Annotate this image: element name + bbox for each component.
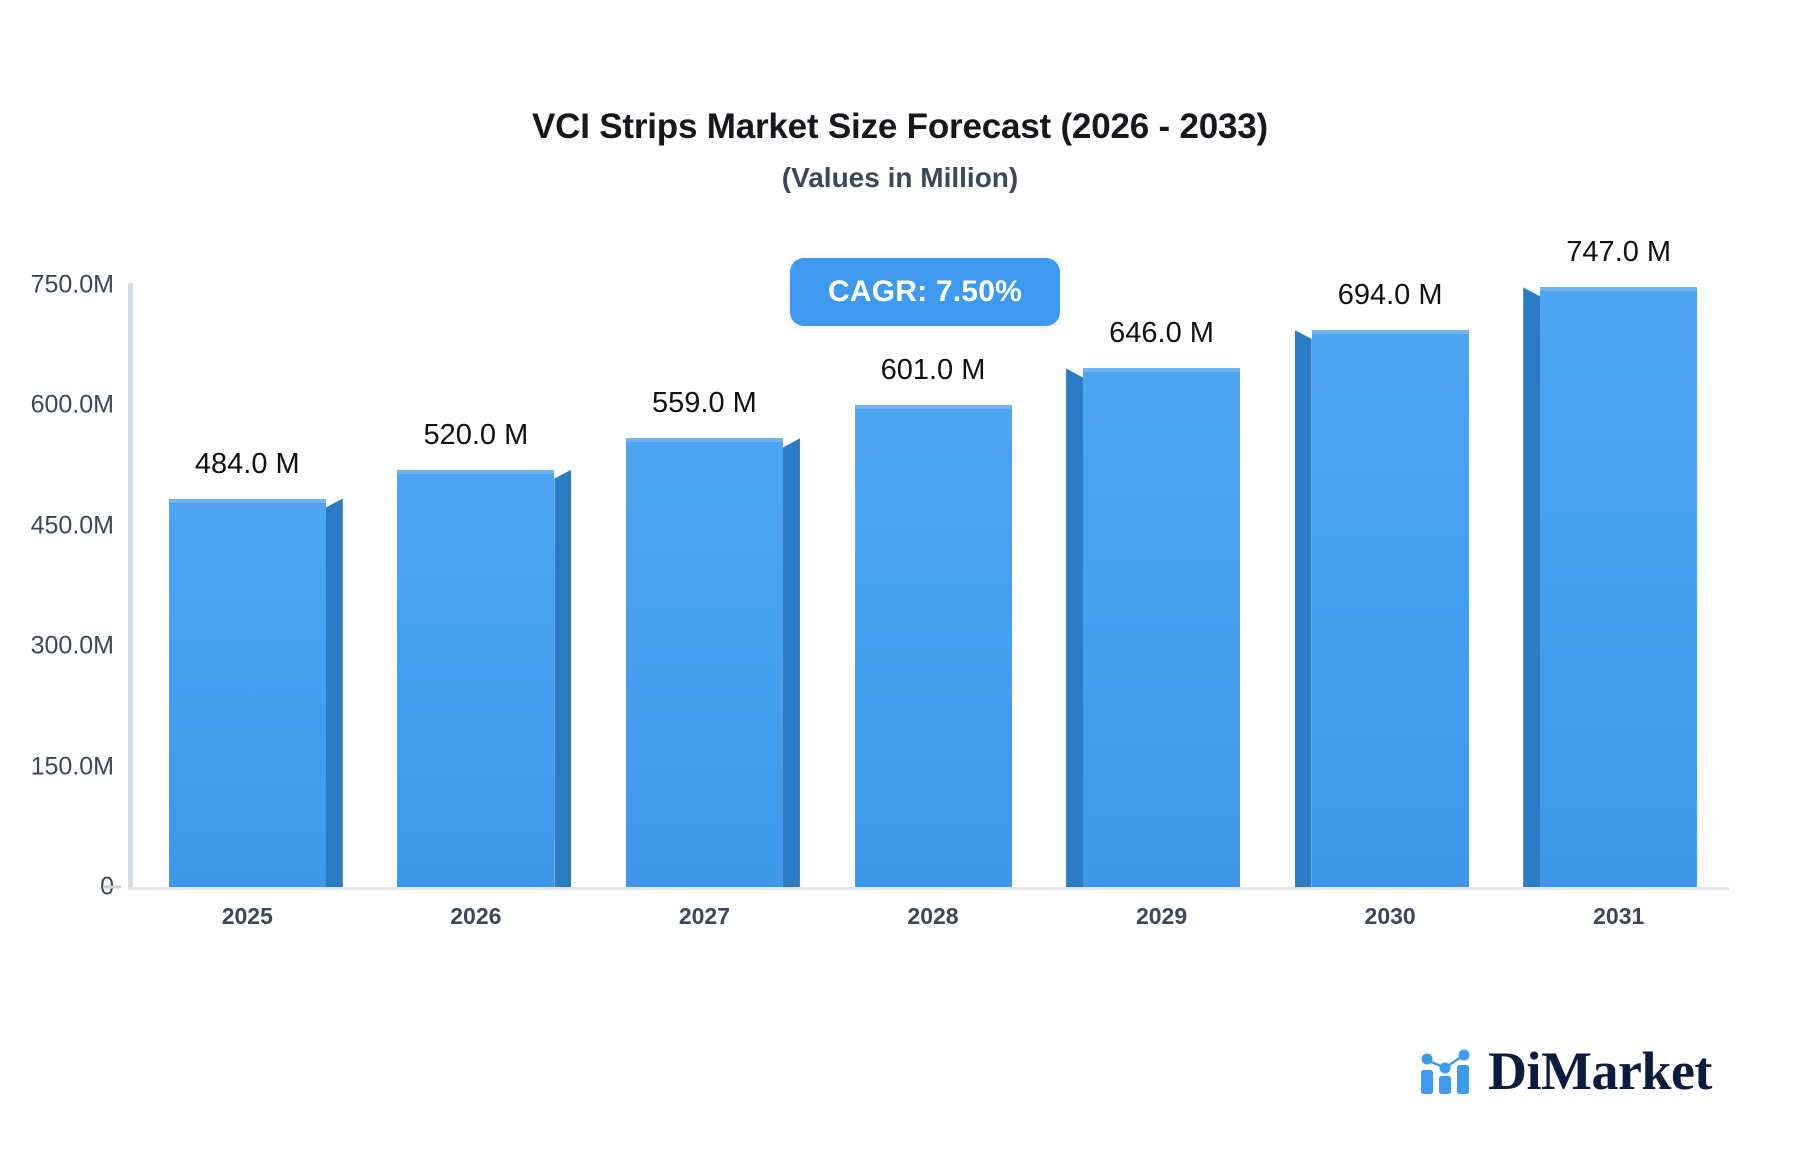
y-axis-tick-label: 150.0M xyxy=(30,752,114,781)
bar xyxy=(625,438,783,887)
cagr-badge-label: CAGR: 7.50% xyxy=(828,275,1022,308)
bar-value-label: 747.0 M xyxy=(1566,236,1672,269)
bar-chart-icon xyxy=(1421,1049,1470,1094)
y-axis-tick-label: 750.0M xyxy=(30,270,114,299)
bar-value-label: 520.0 M xyxy=(423,418,529,451)
bar-value-label: 601.0 M xyxy=(880,353,986,386)
bar-column: 520.0 M 2026 xyxy=(397,285,572,929)
bar-top-edge xyxy=(1540,287,1698,292)
y-axis-tick-mark xyxy=(103,885,121,889)
x-axis-tick-label: 2030 xyxy=(1364,903,1416,929)
bar-value-label: 484.0 M xyxy=(194,447,300,480)
bar-3d-side xyxy=(1066,368,1084,887)
y-axis-tick-label: 600.0M xyxy=(30,390,114,419)
bar-top-edge xyxy=(1311,329,1469,334)
bar-series: 484.0 M 2025 520.0 M 2026 559.0 M 2027 601.0 M… xyxy=(133,236,1733,929)
bar-value-label: 646.0 M xyxy=(1109,317,1214,350)
bar xyxy=(854,404,1012,887)
bar xyxy=(168,498,326,887)
bar-3d-side xyxy=(554,469,572,887)
bar xyxy=(1311,329,1469,887)
bar xyxy=(1540,287,1698,887)
x-axis-line xyxy=(128,887,1729,890)
x-axis-tick-label: 2029 xyxy=(1135,903,1188,929)
bar-value-label: 694.0 M xyxy=(1337,278,1443,311)
x-axis-tick-label: 2027 xyxy=(678,903,731,929)
bar-column: 559.0 M 2027 xyxy=(625,285,800,929)
bar-top-edge xyxy=(854,404,1012,409)
x-axis-tick-label: 2025 xyxy=(221,903,273,929)
x-axis-tick-label: 2031 xyxy=(1593,903,1645,929)
bar-column: 747.0 M 2031 xyxy=(1523,236,1698,929)
bar-top-edge xyxy=(397,469,555,474)
bar-column: 484.0 M 2025 xyxy=(168,285,343,929)
y-axis-line xyxy=(128,283,133,887)
bar-top-edge xyxy=(625,438,783,443)
brand-logo: DiMarket xyxy=(1418,1044,1712,1098)
bar-column: 694.0 M 2030 xyxy=(1294,279,1469,929)
bar xyxy=(397,469,555,887)
title-block: VCI Strips Market Size Forecast (2026 - … xyxy=(0,107,1800,193)
bar-top-edge xyxy=(168,498,326,503)
bar-top-edge xyxy=(1083,368,1241,373)
chart-subtitle: (Values in Million) xyxy=(781,161,1019,193)
bar-3d-side xyxy=(782,438,800,887)
bar xyxy=(1083,368,1241,887)
cagr-badge: CAGR: 7.50% xyxy=(790,258,1060,326)
y-axis-tick-label: 300.0M xyxy=(30,631,114,660)
brand-name: DiMarket xyxy=(1488,1041,1712,1101)
bar-column: 601.0 M 2028 xyxy=(854,285,1012,929)
bar-3d-side xyxy=(1294,329,1312,887)
bar-3d-side xyxy=(1523,287,1541,887)
y-axis-tick-label: 0 xyxy=(0,873,114,902)
bar-3d-side xyxy=(325,498,343,887)
x-axis-tick-label: 2028 xyxy=(907,903,959,929)
y-axis-tick-label: 450.0M xyxy=(30,511,114,540)
x-axis-tick-label: 2026 xyxy=(450,903,502,929)
bar-value-label: 559.0 M xyxy=(652,387,757,420)
page-title: VCI Strips Market Size Forecast (2026 - … xyxy=(531,107,1269,146)
bar-column: 646.0 M 2029 xyxy=(1066,285,1241,929)
